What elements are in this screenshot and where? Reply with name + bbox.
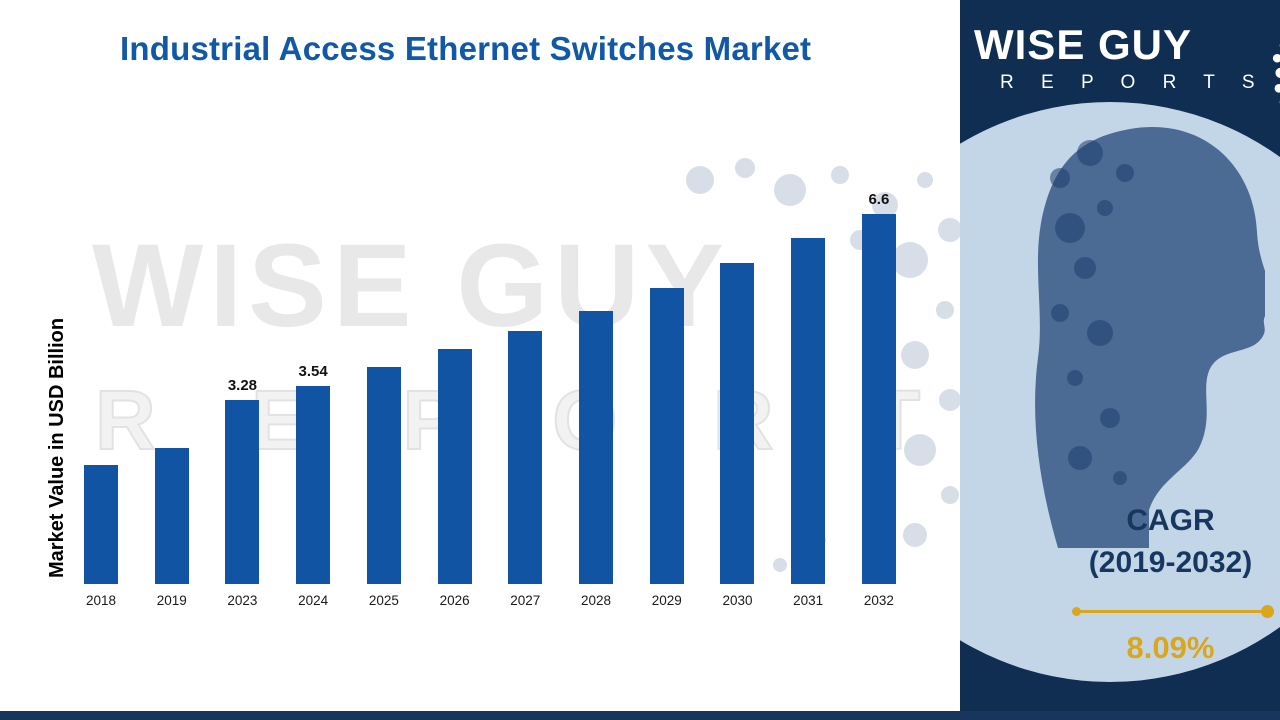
x-tick-label: 2027: [510, 593, 541, 608]
bar-cell: 2027: [490, 308, 560, 610]
x-tick-label: 2018: [85, 593, 117, 608]
bar-value-label: 6.6: [868, 191, 890, 208]
x-tick-label: 2024: [298, 593, 329, 608]
x-tick-label: 2031: [793, 593, 824, 608]
bar-cell: 3.54 2024: [278, 363, 348, 610]
logo-title: WISE GUY: [974, 21, 1193, 68]
bar-cell: 3.28 2023: [207, 377, 277, 610]
x-tick-label: 2026: [439, 593, 470, 608]
bar: [649, 288, 684, 584]
bar-cell: 2028: [561, 288, 631, 610]
bar: [154, 448, 189, 584]
x-tick-label: 2030: [722, 593, 753, 608]
bar: [437, 349, 472, 584]
page-title: Industrial Access Ethernet Switches Mark…: [120, 30, 812, 67]
bar-cell: 2025: [349, 344, 419, 610]
bar: [720, 263, 755, 584]
bar: [579, 311, 614, 584]
x-tick-label: 2019: [156, 593, 187, 608]
bar-cell: 2031: [773, 215, 843, 610]
logo-subtitle: R E P O R T S: [1000, 72, 1266, 93]
x-tick-label: 2028: [581, 593, 612, 608]
cagr-divider: [1072, 605, 1274, 618]
cagr-label: CAGR: [1126, 504, 1215, 537]
bar-cell: 6.6 2032: [844, 191, 914, 610]
bar: [861, 214, 896, 584]
logo: WISE GUY R E P O R T S: [974, 24, 1280, 124]
face-silhouette: [1035, 127, 1265, 548]
bar-cell: 2030: [702, 240, 772, 610]
cagr-value: 8.09%: [1126, 630, 1215, 665]
logo-wordmark: WISE GUY R E P O R T S: [974, 24, 1266, 94]
x-tick-label: 2032: [863, 593, 894, 608]
bar: [84, 465, 118, 584]
cagr-range: (2019-2032): [1088, 546, 1253, 579]
bar-cell: 2026: [420, 326, 490, 610]
x-tick-label: 2025: [368, 593, 399, 608]
cagr-block: CAGR (2019-2032): [1068, 500, 1273, 584]
bar: [296, 386, 331, 584]
bar: [225, 400, 260, 584]
x-tick-label: 2023: [227, 593, 258, 608]
bar-cell: 2018: [66, 442, 136, 610]
bar-cell: 2029: [632, 265, 702, 610]
bar: [508, 331, 543, 584]
bar: [791, 238, 826, 584]
bar-chart: 2018 2019 3.28 2023 3.54 2024 2025 2026 2027 2028…: [66, 182, 914, 610]
bar-cell: 2019: [137, 425, 207, 610]
watermark-dots-pattern: [686, 158, 962, 572]
logo-head-dots-icon: [1272, 42, 1280, 105]
brand-panel: WISE GUY R E P O R T S CAGR (20: [960, 0, 1280, 720]
x-tick-label: 2029: [651, 593, 682, 608]
bar-value-label: 3.28: [227, 377, 258, 394]
bar-value-label: 3.54: [298, 363, 328, 380]
bottom-accent-bar: [0, 711, 1280, 720]
watermark-text-1: WISE GUY: [92, 220, 731, 352]
bar: [366, 367, 401, 584]
